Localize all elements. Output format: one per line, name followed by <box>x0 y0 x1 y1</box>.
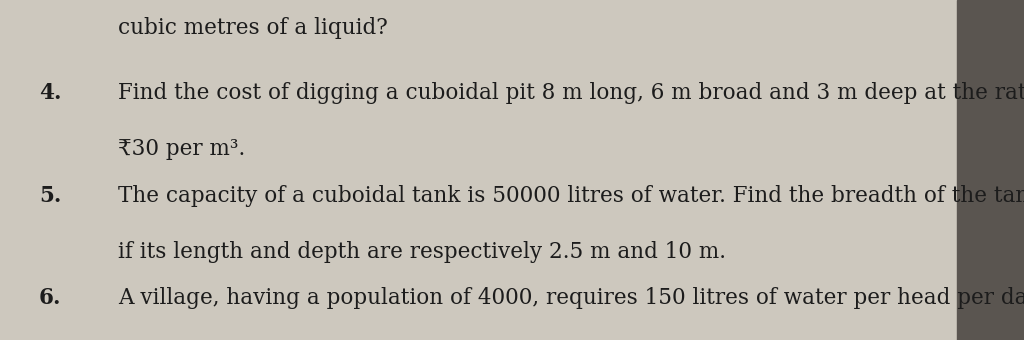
Text: 6.: 6. <box>39 287 61 309</box>
Bar <box>957 0 1024 340</box>
Text: A village, having a population of 4000, requires 150 litres of water per head pe: A village, having a population of 4000, … <box>118 287 1024 309</box>
Text: 4.: 4. <box>39 82 61 104</box>
Text: 5.: 5. <box>39 185 61 207</box>
Text: if its length and depth are respectively 2.5 m and 10 m.: if its length and depth are respectively… <box>118 241 726 264</box>
Text: cubic metres of a liquid?: cubic metres of a liquid? <box>118 17 387 39</box>
Text: ₹30 per m³.: ₹30 per m³. <box>118 138 245 160</box>
Text: Find the cost of digging a cuboidal pit 8 m long, 6 m broad and 3 m deep at the : Find the cost of digging a cuboidal pit … <box>118 82 1024 104</box>
Text: The capacity of a cuboidal tank is 50000 litres of water. Find the breadth of th: The capacity of a cuboidal tank is 50000… <box>118 185 1024 207</box>
